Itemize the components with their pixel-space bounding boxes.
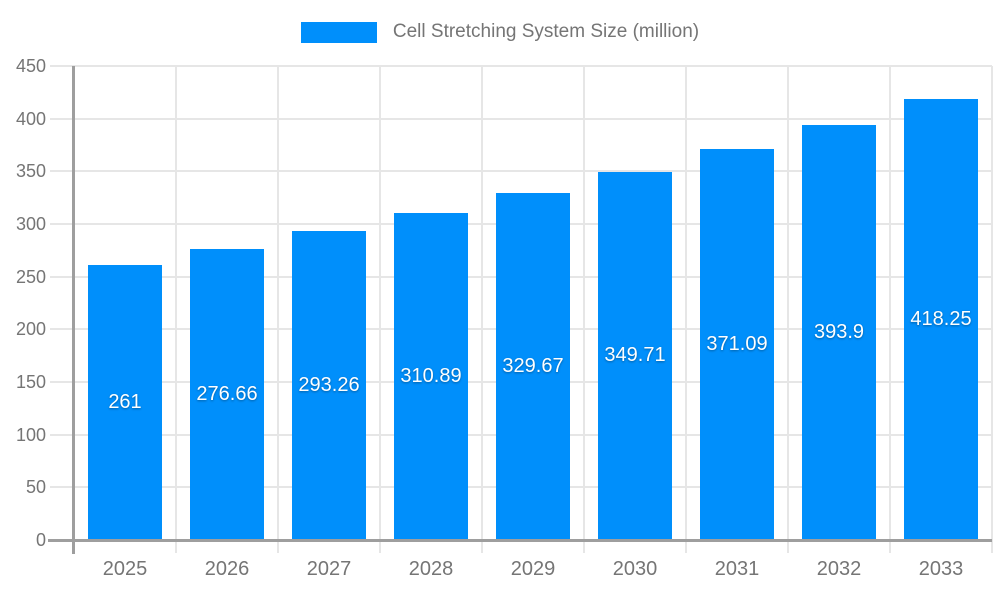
x-gridline — [685, 66, 687, 540]
bar-2031[interactable]: 371.09 — [700, 149, 774, 540]
bar-value-label: 261 — [108, 391, 142, 414]
y-axis-line — [72, 66, 75, 554]
x-axis-tick — [685, 540, 687, 553]
bar-value-label: 371.09 — [706, 333, 768, 356]
y-gridline — [50, 170, 992, 173]
bar-2027[interactable]: 293.26 — [292, 231, 366, 540]
x-gridline — [277, 66, 279, 540]
legend-item[interactable]: Cell Stretching System Size (million) — [0, 14, 1000, 50]
x-axis-tick — [379, 540, 381, 553]
x-axis-tick — [991, 540, 993, 553]
y-axis-tick-label: 150 — [15, 372, 46, 392]
y-gridline — [50, 65, 992, 67]
bar-2032[interactable]: 393.9 — [802, 125, 876, 540]
legend-marker-swatch — [300, 21, 377, 43]
y-axis-tick-label: 450 — [15, 56, 46, 76]
bar-2029[interactable]: 329.67 — [496, 192, 570, 540]
x-gridline — [889, 66, 891, 540]
x-gridline — [481, 66, 483, 540]
x-axis-tick — [481, 540, 483, 553]
x-axis-category-label: 2033 — [918, 558, 964, 580]
y-axis-tick-label: 50 — [25, 477, 46, 498]
bar-value-label: 293.26 — [298, 374, 360, 397]
y-axis-tick-label: 200 — [15, 319, 46, 340]
x-axis-category-label: 2026 — [204, 558, 250, 580]
x-axis-category-label: 2029 — [510, 558, 556, 580]
x-gridline — [379, 66, 381, 540]
bar-value-label: 310.89 — [400, 364, 462, 387]
x-axis-category-label: 2032 — [816, 558, 862, 580]
x-gridline — [991, 66, 993, 540]
y-gridline — [50, 117, 992, 120]
y-axis-tick-label: 350 — [15, 161, 46, 182]
bar-2025[interactable]: 261 — [88, 265, 162, 540]
bar-value-label: 393.9 — [813, 321, 865, 344]
bar-value-label: 349.71 — [604, 344, 666, 367]
x-axis-line — [48, 539, 992, 542]
bar-value-label: 329.67 — [502, 354, 564, 377]
x-gridline — [583, 66, 585, 540]
y-axis-tick-label: 0 — [35, 530, 46, 550]
y-axis-tick-label: 100 — [15, 424, 46, 445]
x-axis-category-label: 2025 — [102, 558, 148, 580]
y-axis-tick-label: 300 — [15, 214, 46, 234]
x-axis-tick — [583, 540, 585, 553]
x-axis-tick — [277, 540, 279, 553]
bar-2030[interactable]: 349.71 — [598, 171, 672, 540]
x-axis-category-label: 2030 — [612, 558, 658, 580]
x-axis-tick — [787, 540, 789, 553]
x-gridline — [175, 66, 177, 540]
x-axis-tick — [175, 540, 177, 553]
x-axis-category-label: 2027 — [306, 558, 352, 580]
y-axis-tick-label: 250 — [15, 266, 46, 287]
x-axis-category-label: 2028 — [408, 558, 454, 580]
x-axis-tick — [889, 540, 891, 553]
bar-2026[interactable]: 276.66 — [190, 248, 264, 540]
bar-value-label: 418.25 — [910, 308, 972, 331]
x-gridline — [787, 66, 789, 540]
bar-2033[interactable]: 418.25 — [904, 99, 978, 540]
x-axis-category-label: 2031 — [714, 558, 760, 580]
legend-label: Cell Stretching System Size (million) — [392, 21, 700, 42]
y-axis-tick-label: 400 — [15, 108, 46, 129]
bar-value-label: 276.66 — [196, 382, 258, 405]
bar-2028[interactable]: 310.89 — [394, 212, 468, 540]
